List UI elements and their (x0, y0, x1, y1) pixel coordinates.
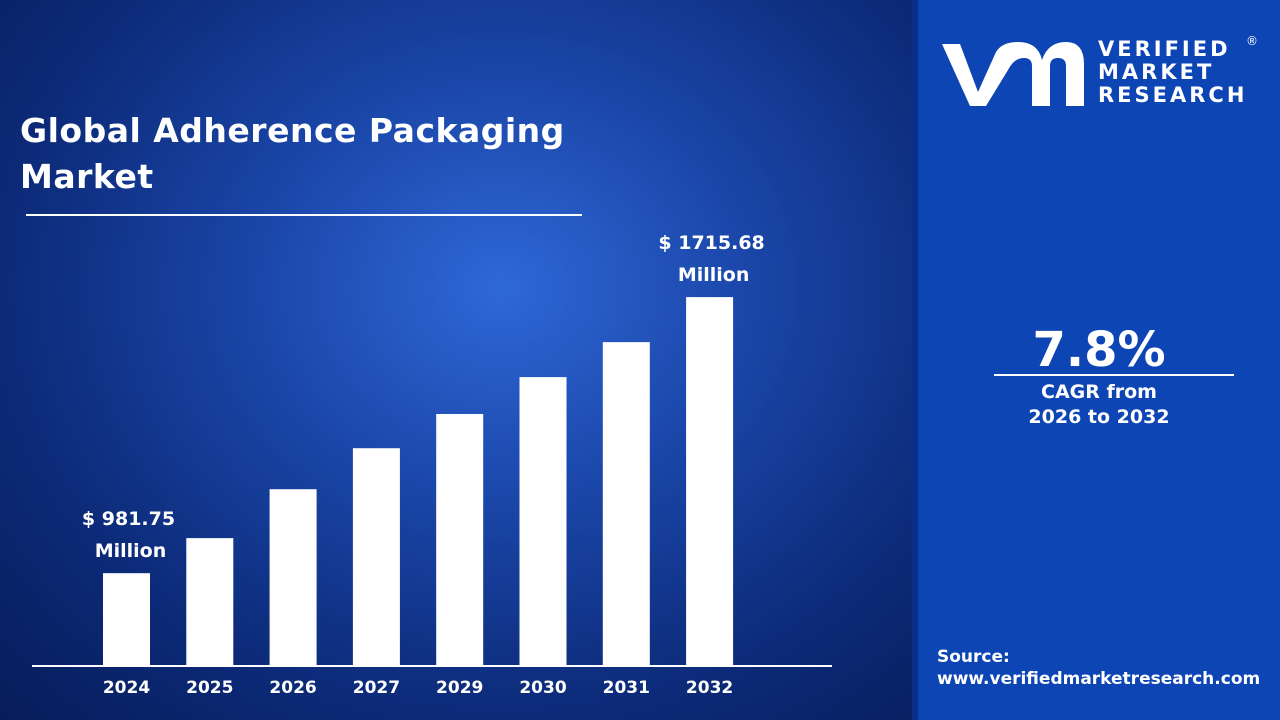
x-tick-2025: 2025 (186, 678, 233, 698)
source-label: Source: (937, 647, 1010, 667)
title-line-1: Global Adherence Packaging (20, 111, 565, 150)
page-title: Global Adherence Packaging Market (20, 108, 565, 200)
x-tick-2024: 2024 (103, 678, 150, 698)
cagr-divider (994, 374, 1234, 376)
panel-divider (912, 0, 918, 720)
bar-chart: 2024 2025 2026 2027 2029 2030 2031 2032 $ 981.75… (32, 232, 832, 698)
x-tick-2032: 2032 (686, 678, 733, 698)
bar-2025 (186, 538, 234, 666)
x-tick-2029: 2029 (436, 678, 483, 698)
registered-mark: ® (1246, 34, 1258, 48)
x-tick-2031: 2031 (603, 678, 650, 698)
bar-2031 (602, 342, 650, 666)
bar-2032 (686, 297, 734, 666)
source-url[interactable]: www.verifiedmarketresearch.com (937, 669, 1261, 689)
logo-line-2: MARKET (1098, 60, 1215, 84)
bar-2027 (352, 448, 400, 666)
data-label-2032-unit: Million (678, 264, 750, 286)
title-line-2: Market (20, 157, 154, 196)
data-label-2024-value: $ 981.75 (82, 508, 175, 530)
cagr-label-line-2: 2026 to 2032 (1028, 406, 1170, 428)
chart-panel: Global Adherence Packaging Market 2024 20… (0, 0, 912, 720)
info-panel: VERIFIED MARKET RESEARCH ® 7.8% CAGR fro… (918, 0, 1280, 720)
x-tick-2027: 2027 (353, 678, 400, 698)
cagr-value: 7.8% (1032, 322, 1166, 378)
bar-2029 (436, 413, 484, 666)
title-underline (26, 214, 582, 216)
x-tick-2026: 2026 (269, 678, 316, 698)
data-label-2032-value: $ 1715.68 (658, 232, 764, 254)
logo-text: VERIFIED MARKET RESEARCH (1098, 38, 1247, 107)
cagr-label-line-1: CAGR from (1041, 381, 1157, 403)
x-tick-2030: 2030 (519, 678, 566, 698)
cagr-label: CAGR from 2026 to 2032 (918, 380, 1280, 430)
source: Source: www.verifiedmarketresearch.com (937, 646, 1260, 690)
data-label-2024-unit: Million (95, 540, 167, 562)
vmr-logo-icon (942, 42, 1084, 106)
logo-line-1: VERIFIED (1098, 37, 1231, 61)
bar-2030 (519, 377, 567, 666)
bar-2024 (103, 573, 150, 666)
bar-2026 (269, 489, 317, 666)
logo-line-3: RESEARCH (1098, 83, 1248, 107)
